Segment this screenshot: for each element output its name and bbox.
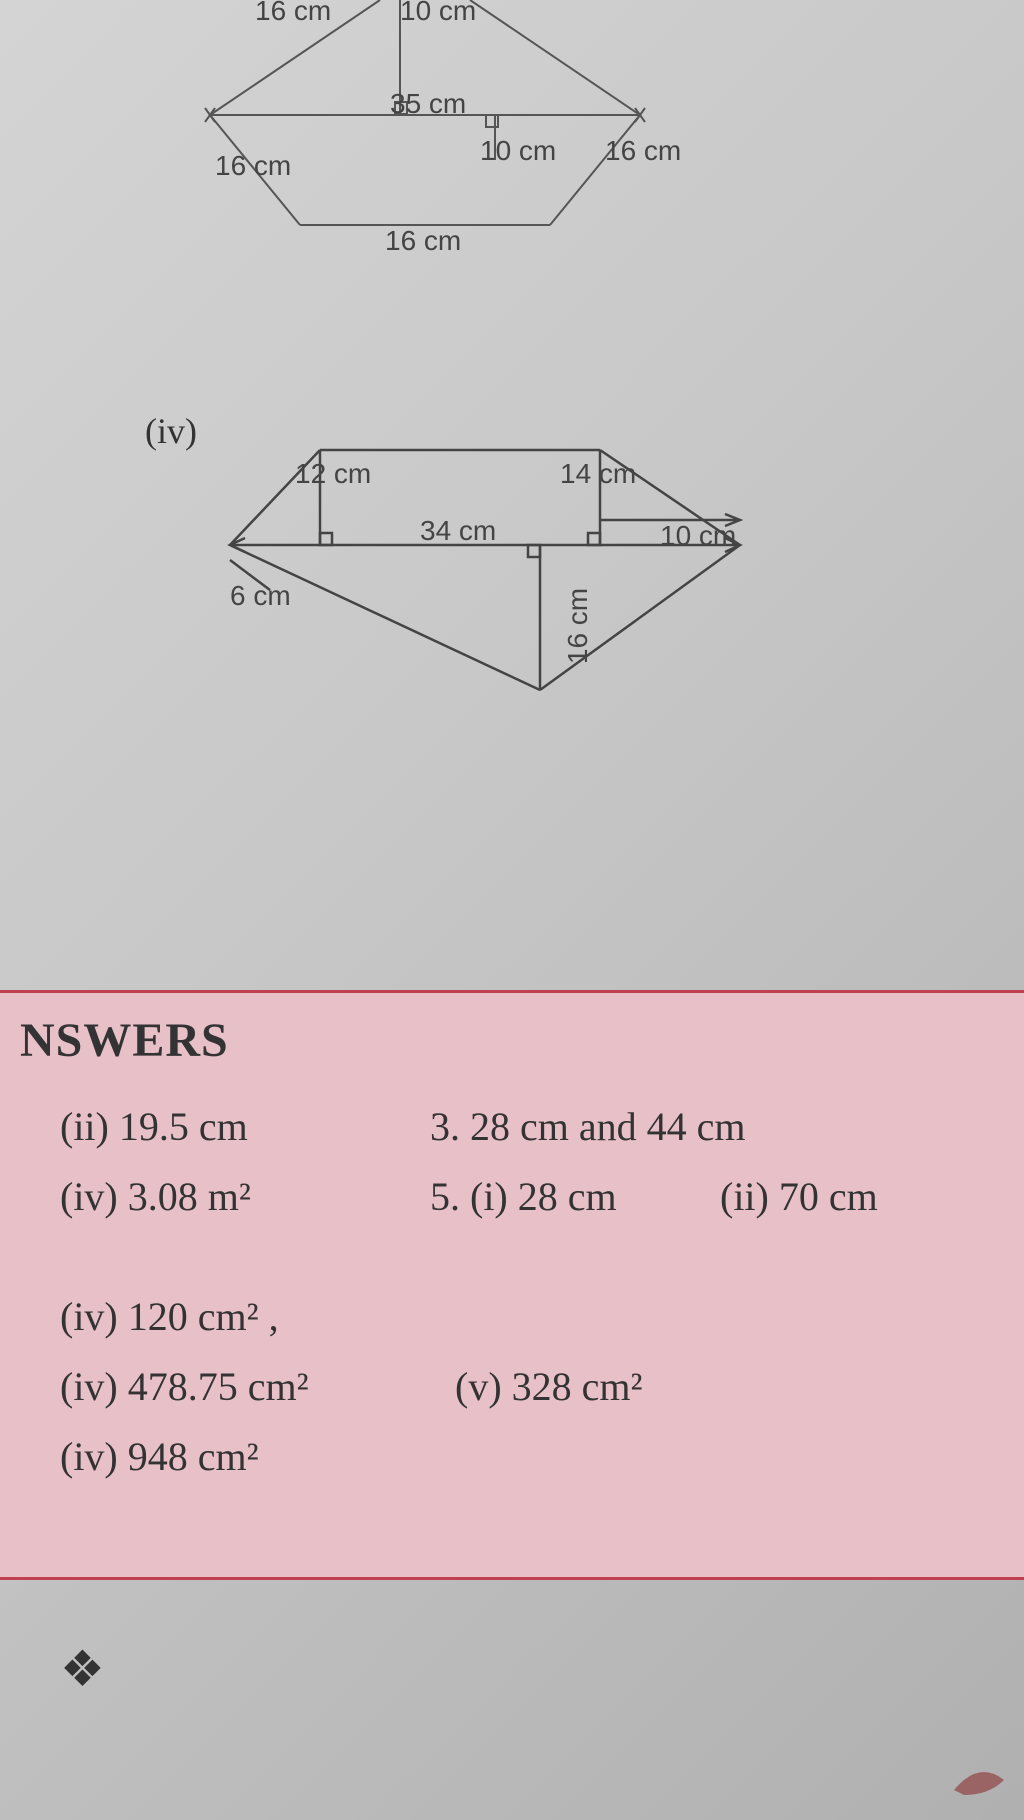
fig1-label-top-left: 16 cm bbox=[255, 0, 331, 27]
fig2-label-top-left: 12 cm bbox=[295, 458, 371, 490]
answer-cell: (iv) 120 cm² , bbox=[60, 1293, 279, 1340]
figure-2-svg bbox=[0, 390, 1024, 740]
answer-cell: 5. (i) 28 cm bbox=[430, 1173, 617, 1220]
answer-row: (ii) 19.5 cm bbox=[60, 1103, 248, 1150]
fig2-label-vert: 16 cm bbox=[562, 588, 594, 664]
answer-cell: (iv) 948 cm² bbox=[60, 1433, 259, 1480]
answer-row: 5. (i) 28 cm bbox=[430, 1173, 617, 1220]
fig1-label-mid-right-outer: 16 cm bbox=[605, 135, 681, 167]
answer-row: (iv) 478.75 cm² bbox=[60, 1363, 309, 1410]
fig2-label-top-right: 14 cm bbox=[560, 458, 636, 490]
fig2-label-mid-right: 10 cm bbox=[660, 520, 736, 552]
figure-2: (iv) bbox=[0, 390, 1024, 740]
bullet-icon: ❖ bbox=[60, 1640, 105, 1698]
figure-1: 16 cm 10 cm 35 cm 10 cm 16 cm 16 cm 16 c… bbox=[0, 0, 1024, 280]
answer-row: (iv) 3.08 m² bbox=[60, 1173, 251, 1220]
answer-row: (iv) 948 cm² bbox=[60, 1433, 259, 1480]
page-background: 16 cm 10 cm 35 cm 10 cm 16 cm 16 cm 16 c… bbox=[0, 0, 1024, 1820]
answers-title: NSWERS bbox=[20, 1013, 229, 1068]
answer-row: (iv) 120 cm² , bbox=[60, 1293, 279, 1340]
fig2-label-mid: 34 cm bbox=[420, 515, 496, 547]
fig2-label-bot-left: 6 cm bbox=[230, 580, 291, 612]
answer-cell: (ii) 70 cm bbox=[720, 1173, 878, 1220]
fig1-label-mid: 35 cm bbox=[390, 88, 466, 120]
answer-cell: (iv) 3.08 m² bbox=[60, 1173, 251, 1220]
answers-section: NSWERS (ii) 19.5 cm 3. 28 cm and 44 cm (… bbox=[0, 990, 1024, 1580]
answer-row: 3. 28 cm and 44 cm bbox=[430, 1103, 746, 1150]
fig1-label-top-right: 10 cm bbox=[400, 0, 476, 27]
fig1-label-mid-right-inner: 10 cm bbox=[480, 135, 556, 167]
fig1-label-bottom: 16 cm bbox=[385, 225, 461, 257]
answer-cell: 3. 28 cm and 44 cm bbox=[430, 1103, 746, 1150]
fig1-label-mid-left: 16 cm bbox=[215, 150, 291, 182]
answer-cell: (iv) 478.75 cm² bbox=[60, 1363, 309, 1410]
answer-row: (ii) 70 cm bbox=[720, 1173, 878, 1220]
answer-cell: (ii) 19.5 cm bbox=[60, 1103, 248, 1150]
answer-cell: (v) 328 cm² bbox=[455, 1363, 643, 1410]
page-bleed-icon bbox=[944, 1740, 1014, 1810]
answer-row: (v) 328 cm² bbox=[455, 1363, 643, 1410]
